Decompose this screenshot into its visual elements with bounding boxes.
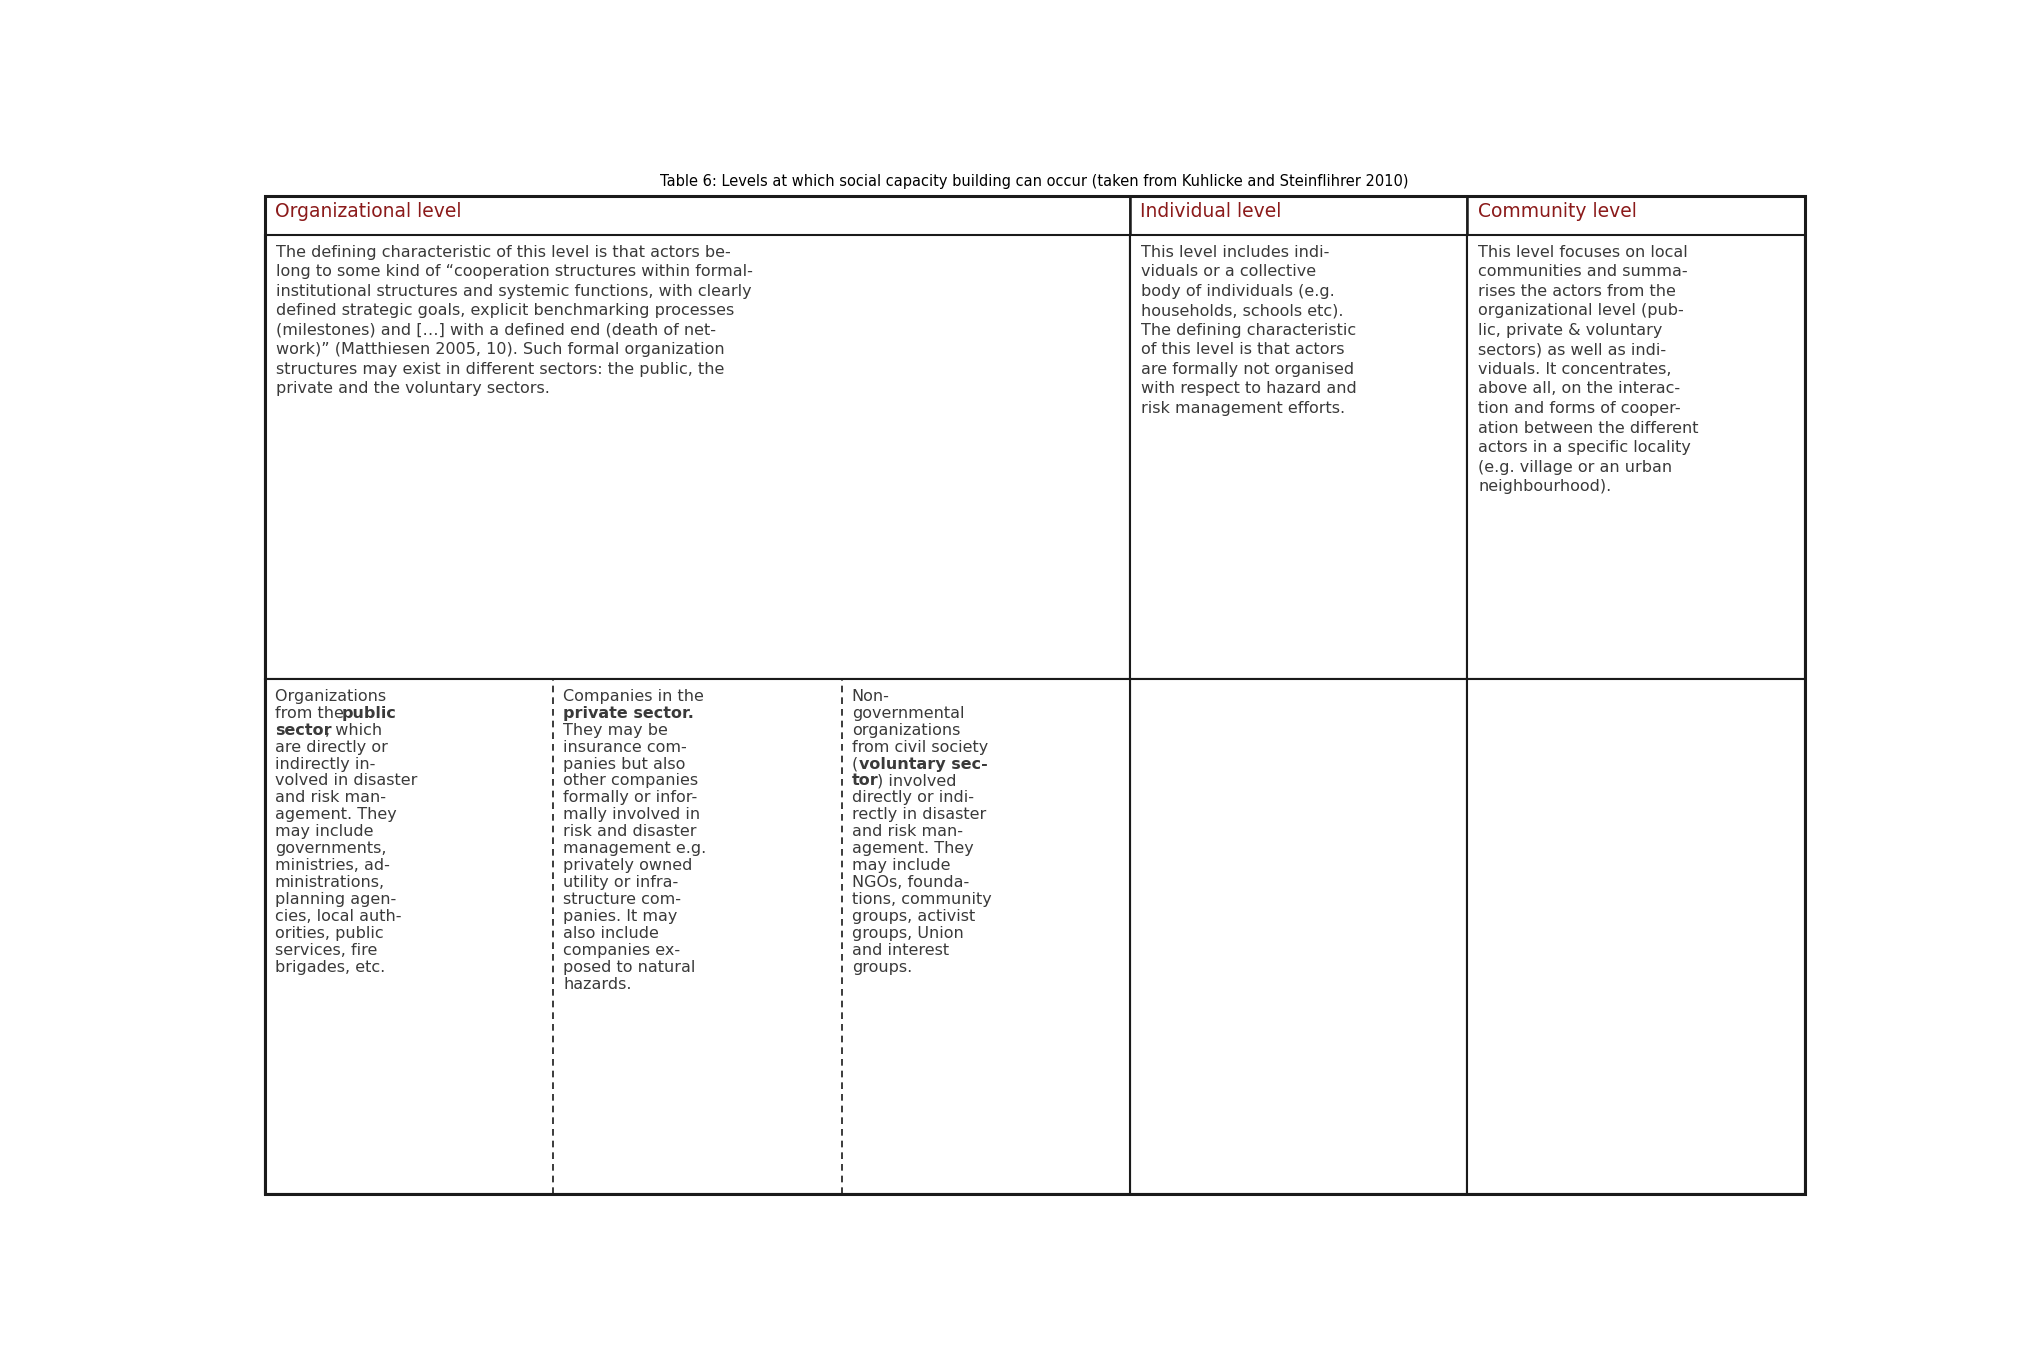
Text: from the: from the: [275, 706, 349, 721]
Text: governments,: governments,: [275, 841, 386, 856]
Bar: [1468, 196, 1805, 234]
Text: agement. They: agement. They: [852, 841, 973, 856]
Bar: [264, 196, 1131, 234]
Text: governmental: governmental: [852, 706, 965, 721]
Text: also include: also include: [563, 926, 660, 941]
Text: cies, local auth-: cies, local auth-: [275, 910, 402, 925]
Text: Companies in the: Companies in the: [563, 688, 705, 703]
Text: may include: may include: [852, 859, 951, 873]
Text: , which: , which: [325, 722, 382, 738]
Text: utility or infra-: utility or infra-: [563, 875, 678, 891]
Text: (: (: [852, 757, 858, 772]
Bar: [1131, 234, 1468, 679]
Text: companies ex-: companies ex-: [563, 944, 680, 959]
Text: Community level: Community level: [1478, 203, 1637, 222]
Text: directly or indi-: directly or indi-: [852, 791, 973, 806]
Text: indirectly in-: indirectly in-: [275, 757, 376, 772]
Text: groups, activist: groups, activist: [852, 910, 975, 925]
Bar: [1131, 679, 1468, 1194]
Text: panies. It may: panies. It may: [563, 910, 678, 925]
Text: planning agen-: planning agen-: [275, 892, 396, 907]
Text: and risk man-: and risk man-: [852, 825, 963, 840]
Text: brigades, etc.: brigades, etc.: [275, 960, 386, 975]
Text: and risk man-: and risk man-: [275, 791, 386, 806]
Text: ) involved: ) involved: [876, 773, 957, 788]
Text: formally or infor-: formally or infor-: [563, 791, 699, 806]
Text: insurance com-: insurance com-: [563, 740, 686, 754]
Text: Individual level: Individual level: [1141, 203, 1282, 222]
Text: mally involved in: mally involved in: [563, 807, 701, 822]
Text: This level includes indi-
viduals or a collective
body of individuals (e.g.
hous: This level includes indi- viduals or a c…: [1141, 245, 1357, 416]
Text: groups, Union: groups, Union: [852, 926, 963, 941]
Text: Organizational level: Organizational level: [275, 203, 462, 222]
Bar: [264, 234, 1131, 679]
Text: agement. They: agement. They: [275, 807, 396, 822]
Text: other companies: other companies: [563, 773, 699, 788]
Text: The defining characteristic of this level is that actors be-
long to some kind o: The defining characteristic of this leve…: [277, 245, 753, 396]
Text: services, fire: services, fire: [275, 944, 378, 959]
Text: posed to natural: posed to natural: [563, 960, 697, 975]
Text: groups.: groups.: [852, 960, 913, 975]
Text: This level focuses on local
communities and summa-
rises the actors from the
org: This level focuses on local communities …: [1478, 245, 1698, 495]
Text: and interest: and interest: [852, 944, 949, 959]
Text: volved in disaster: volved in disaster: [275, 773, 418, 788]
Bar: [1468, 234, 1805, 679]
Text: privately owned: privately owned: [563, 859, 693, 873]
Bar: [264, 679, 1131, 1194]
Text: from civil society: from civil society: [852, 740, 987, 754]
Text: ministries, ad-: ministries, ad-: [275, 859, 390, 873]
Text: may include: may include: [275, 825, 374, 840]
Text: NGOs, founda-: NGOs, founda-: [852, 875, 969, 891]
Text: structure com-: structure com-: [563, 892, 680, 907]
Text: Non-: Non-: [852, 688, 890, 703]
Text: organizations: organizations: [852, 722, 961, 738]
Text: tor: tor: [852, 773, 878, 788]
Text: They may be: They may be: [563, 722, 668, 738]
Text: hazards.: hazards.: [563, 977, 632, 992]
Bar: [1131, 196, 1468, 234]
Text: management e.g.: management e.g.: [563, 841, 707, 856]
Text: sector: sector: [275, 722, 331, 738]
Text: are directly or: are directly or: [275, 740, 388, 754]
Text: Table 6: Levels at which social capacity building can occur (taken from Kuhlicke: Table 6: Levels at which social capacity…: [660, 174, 1409, 189]
Text: orities, public: orities, public: [275, 926, 384, 941]
Text: panies but also: panies but also: [563, 757, 686, 772]
Text: tions, community: tions, community: [852, 892, 991, 907]
Text: ministrations,: ministrations,: [275, 875, 386, 891]
Text: voluntary sec-: voluntary sec-: [860, 757, 987, 772]
Text: public: public: [341, 706, 396, 721]
Bar: [1468, 679, 1805, 1194]
Text: rectly in disaster: rectly in disaster: [852, 807, 985, 822]
Text: Organizations: Organizations: [275, 688, 392, 703]
Text: risk and disaster: risk and disaster: [563, 825, 697, 840]
Text: private sector.: private sector.: [563, 706, 695, 721]
